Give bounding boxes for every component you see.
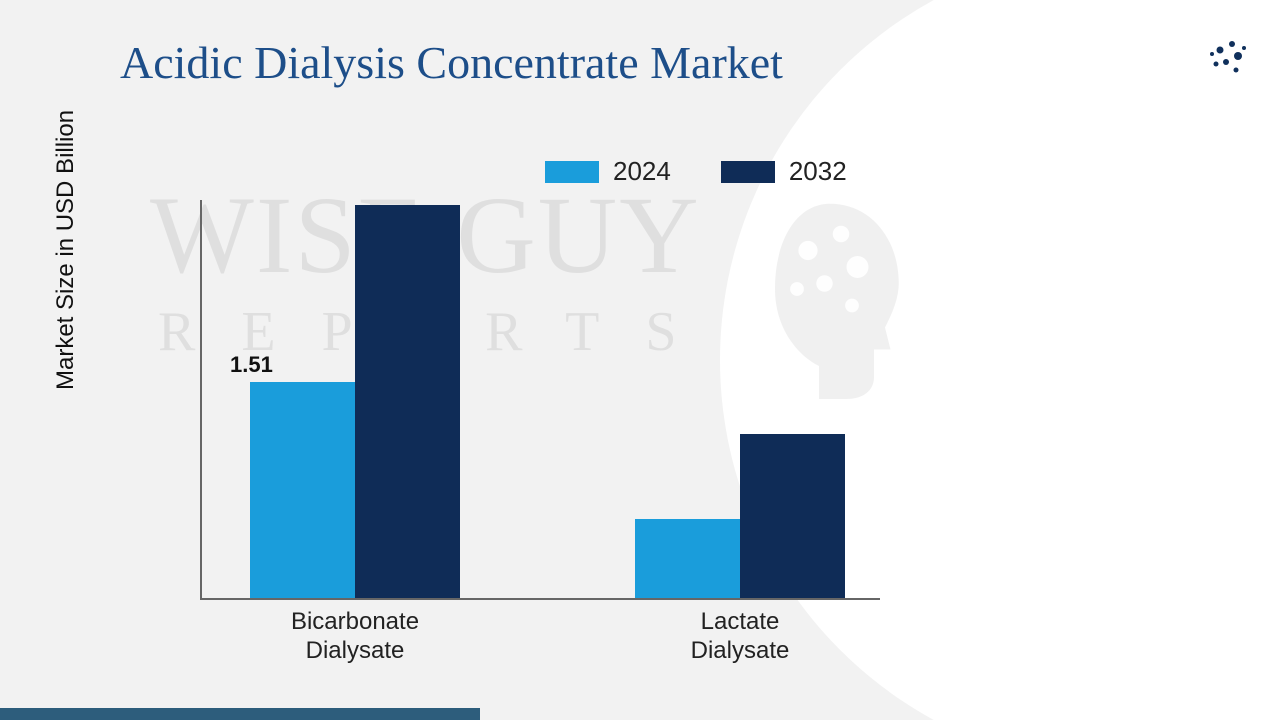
legend-item-2024: 2024 <box>545 156 671 187</box>
brand-head-icon <box>1198 28 1258 108</box>
x-axis-line <box>200 598 880 600</box>
bar-lactate-2024 <box>635 519 740 598</box>
bar-group-bicarbonate <box>250 205 460 598</box>
legend-swatch-2032 <box>721 161 775 183</box>
plot-area: 1.51 Bicarbonate Dialysate Lactate Dialy… <box>200 200 880 600</box>
y-axis-label: Market Size in USD Billion <box>52 110 80 390</box>
bottom-accent-bar <box>0 708 480 720</box>
brand-logo: WISE GUY REPORTS <box>992 28 1252 95</box>
bar-group-lactate <box>635 434 845 598</box>
chart-title: Acidic Dialysis Concentrate Market <box>120 36 783 89</box>
x-tick-lactate-l1: Lactate <box>701 608 780 635</box>
x-tick-bicarbonate-l1: Bicarbonate <box>291 608 419 635</box>
legend-swatch-2024 <box>545 161 599 183</box>
legend-label-2032: 2032 <box>789 156 847 187</box>
x-tick-lactate: Lactate Dialysate <box>630 608 850 666</box>
bar-lactate-2032 <box>740 434 845 598</box>
bar-bicarbonate-2032 <box>355 205 460 598</box>
legend-label-2024: 2024 <box>613 156 671 187</box>
x-tick-bicarbonate: Bicarbonate Dialysate <box>245 608 465 666</box>
legend-item-2032: 2032 <box>721 156 847 187</box>
value-label-bicarbonate-2024: 1.51 <box>230 352 273 378</box>
x-tick-bicarbonate-l2: Dialysate <box>306 637 405 664</box>
bar-bicarbonate-2024 <box>250 382 355 598</box>
x-tick-lactate-l2: Dialysate <box>691 637 790 664</box>
legend: 2024 2032 <box>545 156 847 187</box>
y-axis-line <box>200 200 202 600</box>
